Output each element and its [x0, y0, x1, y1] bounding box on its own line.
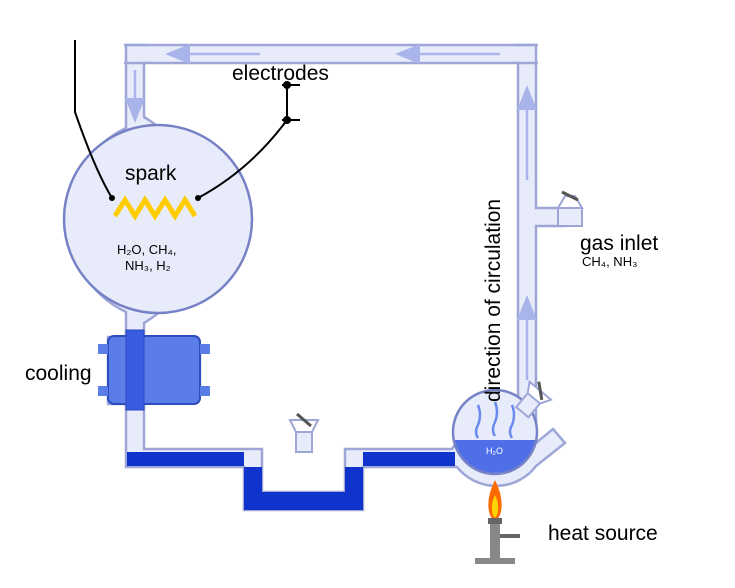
miller-urey-diagram: electrodes spark H₂O, CH₄, NH₃, H₂ cooli…	[0, 0, 735, 588]
water-label: H₂O	[486, 446, 503, 456]
heat-source-label: heat source	[548, 522, 658, 545]
gases-label-2: NH₃, H₂	[125, 258, 171, 273]
gases-label-1: H₂O, CH₄,	[117, 242, 176, 257]
cooling-port	[98, 344, 108, 354]
cooling-port	[200, 386, 210, 396]
cooling-label: cooling	[25, 362, 92, 385]
direction-label: direction of circulation	[482, 199, 505, 402]
cooling-port	[200, 344, 210, 354]
electrode-tip-left	[109, 195, 115, 201]
cooling-tube	[126, 330, 144, 410]
gas-inlet-valve	[558, 192, 582, 226]
electrode-tip-right	[195, 195, 201, 201]
gas-inlet-sub-label: CH₄, NH₃	[582, 254, 637, 269]
trap-liquid-right	[363, 452, 455, 466]
trap-liquid-left	[127, 452, 244, 466]
bunsen-burner	[475, 480, 520, 564]
gas-inlet-label: gas inlet	[580, 232, 658, 255]
cooling-port	[98, 386, 108, 396]
spark-label: spark	[125, 162, 177, 185]
electrodes-label: electrodes	[232, 62, 329, 85]
cooling-condenser	[108, 336, 200, 404]
